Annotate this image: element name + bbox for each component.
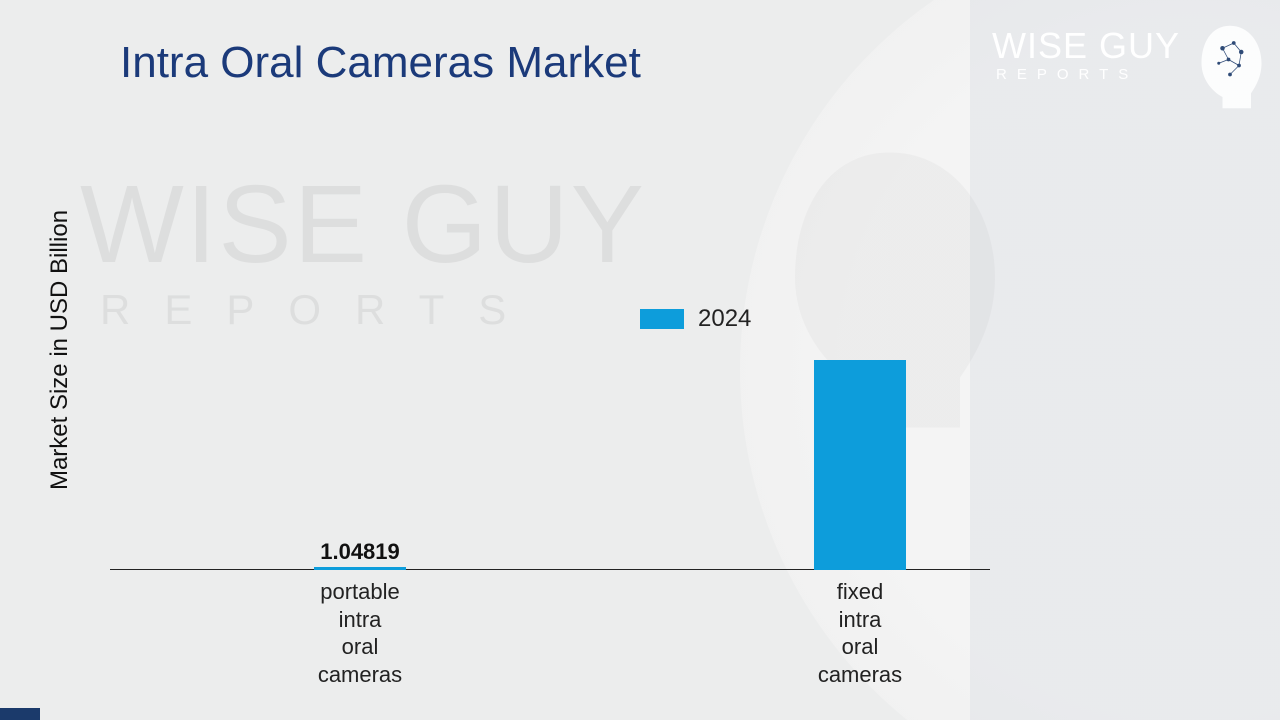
legend-label: 2024: [698, 305, 751, 333]
bar-group-fixed: fixed intra oral cameras: [760, 360, 960, 570]
legend-swatch: [640, 309, 684, 329]
logo: WISE GUY REPORTS: [992, 28, 1262, 83]
chart-legend: 2024: [640, 305, 751, 333]
bar-value-label: 1.04819: [260, 539, 460, 565]
page-title: Intra Oral Cameras Market: [120, 38, 641, 88]
chart-area: 1.04819 portable intra oral cameras fixe…: [110, 140, 990, 570]
page-canvas: WISE GUY REPORTS Intra Oral Cameras Mark…: [0, 0, 1280, 720]
logo-sub: REPORTS: [996, 66, 1262, 83]
logo-brand: WISE GUY: [992, 28, 1262, 64]
bar-group-portable: 1.04819 portable intra oral cameras: [260, 539, 460, 570]
bar-fixed: [814, 360, 906, 570]
x-label-fixed: fixed intra oral cameras: [780, 570, 940, 688]
bottom-bar-accent: [0, 708, 40, 720]
x-label-portable: portable intra oral cameras: [280, 570, 440, 688]
y-axis-label: Market Size in USD Billion: [46, 210, 74, 490]
